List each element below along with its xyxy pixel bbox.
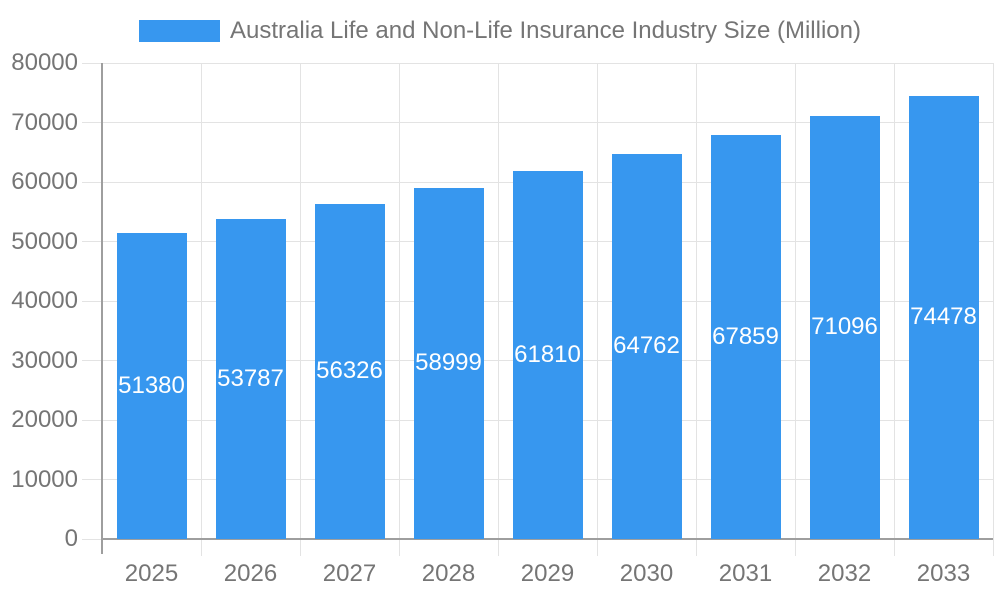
bar-2026: 53787: [215, 218, 286, 539]
x-tick-label: 2031: [718, 560, 773, 587]
x-tick-label: 2032: [817, 560, 872, 587]
bar-value-label: 51380: [118, 372, 185, 400]
y-tick-label: 0: [64, 525, 78, 552]
legend-label: Australia Life and Non-Life Insurance In…: [230, 17, 861, 44]
bar-value-label: 58999: [415, 349, 482, 377]
legend-swatch: [139, 20, 221, 42]
x-tick-label: 2029: [520, 560, 575, 587]
y-tick-label: 80000: [11, 49, 78, 76]
y-tick-label: 50000: [11, 227, 78, 255]
x-tick-label: 2025: [124, 560, 179, 587]
x-tick-label: 2027: [322, 560, 377, 587]
legend-item[interactable]: Australia Life and Non-Life Insurance In…: [0, 16, 1000, 46]
gridline-horizontal: [82, 122, 993, 123]
bar-2027: 56326: [314, 203, 385, 539]
x-tick-label: 2028: [421, 560, 476, 587]
y-axis-line: [101, 63, 103, 554]
bar-value-label: 56326: [316, 357, 383, 385]
gridline-vertical: [596, 63, 598, 556]
y-tick-label: 30000: [11, 346, 78, 374]
y-tick-label: 40000: [11, 287, 78, 314]
gridline-vertical: [893, 63, 895, 556]
bar-value-label: 71096: [811, 313, 878, 341]
bar-value-label: 61810: [514, 341, 581, 369]
y-tick-label: 70000: [11, 108, 78, 136]
bar-2032: 71096: [809, 115, 880, 539]
gridline-vertical: [992, 63, 994, 556]
bar-2025: 51380: [116, 233, 187, 539]
bar-2030: 64762: [611, 153, 682, 539]
gridline-vertical: [794, 63, 796, 556]
x-tick-label: 2033: [916, 560, 971, 587]
bar-2031: 67859: [710, 135, 781, 539]
y-axis-tick: [82, 538, 102, 540]
x-axis-line: [102, 538, 993, 540]
gridline-vertical: [299, 63, 301, 556]
bar-value-label: 64762: [613, 332, 680, 360]
x-tick-label: 2030: [619, 560, 674, 587]
gridline-vertical: [695, 63, 697, 556]
bar-value-label: 67859: [712, 323, 779, 351]
bar-2028: 58999: [413, 187, 484, 539]
y-tick-label: 20000: [11, 406, 78, 433]
gridline-vertical: [398, 63, 400, 556]
x-tick-label: 2026: [223, 560, 278, 587]
gridline-vertical: [497, 63, 499, 556]
bar-2033: 74478: [908, 95, 979, 539]
bar-value-label: 74478: [910, 303, 977, 331]
bar-value-label: 53787: [217, 364, 284, 392]
gridline-horizontal: [82, 62, 993, 64]
y-tick-label: 10000: [11, 465, 78, 493]
plot-area: 0 10000 20000 30000 40000 50000 60000 70000 8000…: [11, 49, 994, 587]
bar-2029: 61810: [512, 171, 583, 539]
y-tick-label: 60000: [11, 168, 78, 195]
gridline-vertical: [200, 63, 202, 556]
